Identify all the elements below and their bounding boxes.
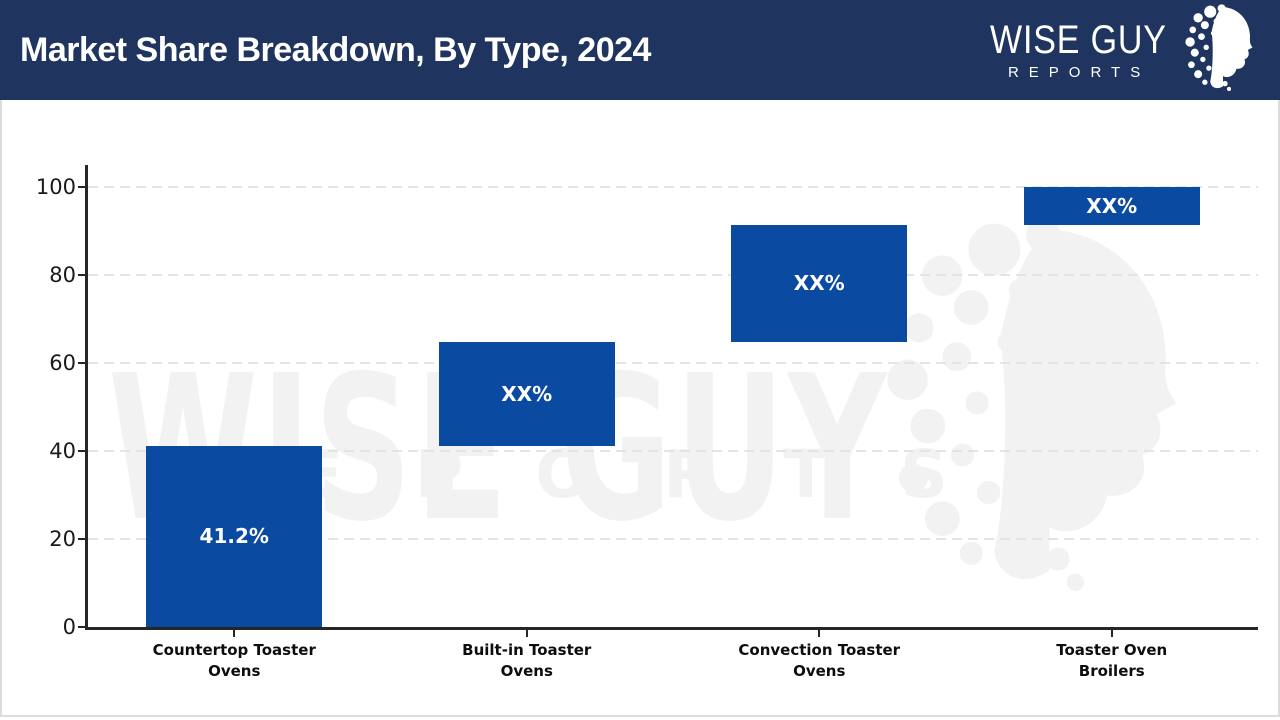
x-axis-tick bbox=[525, 630, 528, 637]
x-axis-tick bbox=[818, 630, 821, 637]
y-tick-label: 0 bbox=[62, 615, 76, 639]
x-category-label: Countertop Toaster Ovens bbox=[152, 641, 316, 680]
y-axis-tick bbox=[78, 186, 87, 188]
bar: XX% bbox=[1023, 187, 1200, 225]
bar: XX% bbox=[731, 224, 908, 342]
page-title: Market Share Breakdown, By Type, 2024 bbox=[20, 30, 651, 69]
y-tick-label: 100 bbox=[35, 175, 76, 199]
y-axis-tick bbox=[78, 626, 87, 628]
y-tick-label: 80 bbox=[49, 263, 76, 287]
x-category-label: Toaster Oven Broilers bbox=[1056, 641, 1168, 680]
x-category-label: Convection Toaster Ovens bbox=[738, 641, 901, 680]
logo-subtext: REPORTS bbox=[1007, 63, 1151, 81]
bar: XX% bbox=[438, 341, 615, 446]
header: Market Share Breakdown, By Type, 2024 WI… bbox=[0, 0, 1280, 100]
x-category-label: Built-in Toaster Ovens bbox=[462, 641, 592, 680]
grid-line bbox=[88, 538, 1258, 540]
y-axis-line bbox=[85, 165, 88, 630]
grid-line bbox=[88, 450, 1258, 452]
y-tick-label: 20 bbox=[49, 527, 76, 551]
y-axis-tick bbox=[78, 274, 87, 276]
y-axis-tick bbox=[78, 450, 87, 452]
wiseguy-logo: WISE GUY REPORTS bbox=[990, 3, 1266, 97]
bar-value-label: XX% bbox=[501, 381, 553, 406]
x-axis-tick bbox=[1110, 630, 1113, 637]
y-axis-tick bbox=[78, 362, 87, 364]
grid-line bbox=[88, 274, 1258, 276]
bar-value-label: 41.2% bbox=[199, 524, 269, 549]
x-axis-line bbox=[85, 627, 1258, 630]
grid-line bbox=[88, 362, 1258, 364]
bar-value-label: XX% bbox=[1086, 193, 1138, 218]
grid-line bbox=[88, 186, 1258, 188]
logo-wordmark: WISE GUY bbox=[989, 17, 1167, 62]
x-axis-tick bbox=[233, 630, 236, 637]
bar: 41.2% bbox=[146, 445, 323, 627]
y-axis-tick bbox=[78, 538, 87, 540]
y-tick-label: 40 bbox=[49, 439, 76, 463]
y-tick-label: 60 bbox=[49, 351, 76, 375]
bar-value-label: XX% bbox=[793, 271, 845, 296]
logo-text: WISE GUY REPORTS bbox=[990, 20, 1198, 81]
